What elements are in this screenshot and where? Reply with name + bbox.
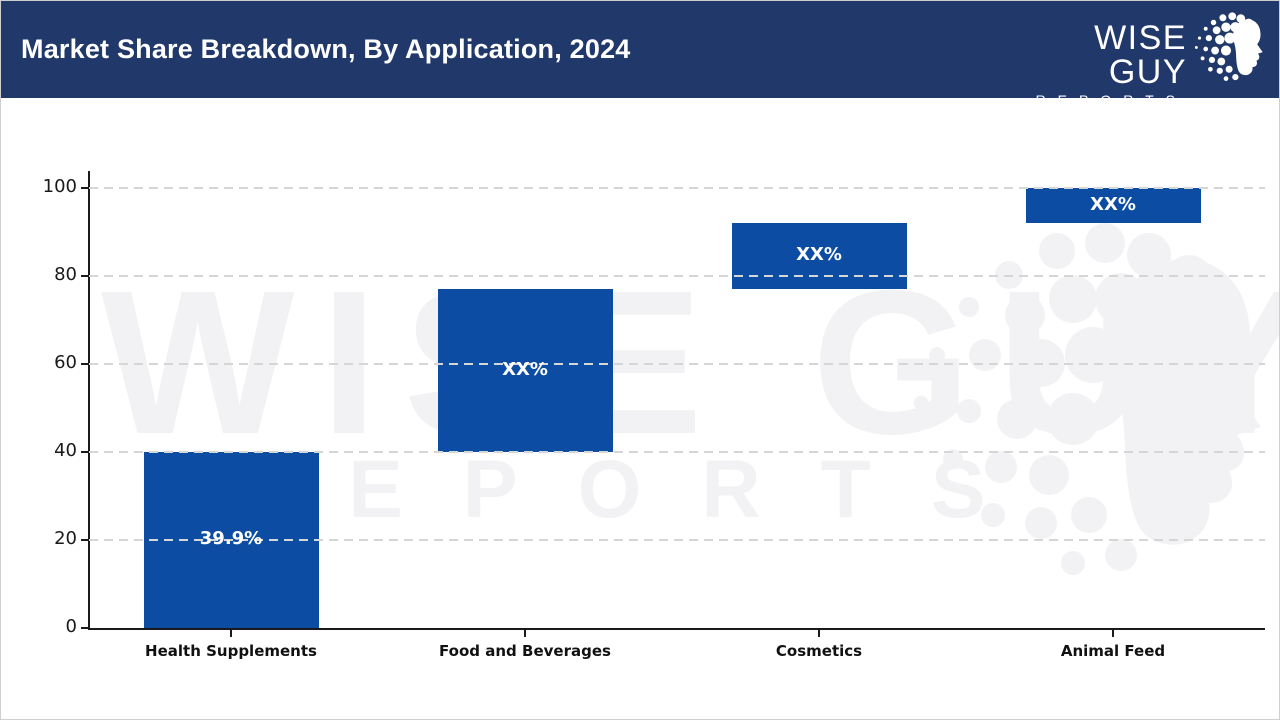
gridline <box>89 187 1265 189</box>
bar-value-label: 39.9% <box>199 528 263 550</box>
x-axis-label: Cosmetics <box>775 642 863 660</box>
y-axis-line <box>88 171 90 630</box>
chart-title: Market Share Breakdown, By Application, … <box>21 34 631 64</box>
x-axis-line <box>88 628 1265 630</box>
x-tick <box>1112 630 1114 637</box>
y-tick <box>81 539 88 541</box>
x-tick <box>818 630 820 637</box>
x-tick <box>524 630 526 637</box>
y-tick <box>81 451 88 453</box>
bar-animal-feed <box>1025 188 1201 224</box>
y-tick <box>81 627 88 629</box>
y-tick-label: 40 <box>54 440 77 461</box>
bar-cosmetics <box>731 223 907 290</box>
brand-logo: WISE GUY REPORTS <box>1015 7 1265 108</box>
watermark-head-profile-icon <box>873 201 1273 621</box>
bar-value-label: XX% <box>502 358 548 380</box>
x-tick <box>230 630 232 637</box>
gridline <box>89 451 1265 453</box>
dotted-head-profile-icon <box>1187 9 1265 89</box>
gridline <box>89 539 1265 541</box>
x-axis-label: Food and Beverages <box>439 642 611 660</box>
y-tick-label: 20 <box>54 528 77 549</box>
x-axis-label: Health Supplements <box>145 642 317 660</box>
gridline <box>89 363 1265 365</box>
logo-wordmark: WISE GUY <box>1094 19 1187 91</box>
y-tick-label: 100 <box>42 176 77 197</box>
logo-subtext: REPORTS <box>1035 92 1187 108</box>
watermark-subtext: REPORTS <box>229 444 1046 535</box>
header-band: Market Share Breakdown, By Application, … <box>1 1 1279 108</box>
gridline <box>89 275 1265 277</box>
y-tick <box>81 363 88 365</box>
bar-food-and-beverages <box>437 289 613 453</box>
x-axis-label: Animal Feed <box>1060 642 1166 660</box>
y-tick-label: 60 <box>54 352 77 373</box>
bar-value-label: XX% <box>1090 193 1136 215</box>
bar-value-label: XX% <box>796 244 842 266</box>
y-tick-label: 0 <box>65 616 77 637</box>
y-tick <box>81 275 88 277</box>
y-tick <box>81 187 88 189</box>
y-tick-label: 80 <box>54 264 77 285</box>
